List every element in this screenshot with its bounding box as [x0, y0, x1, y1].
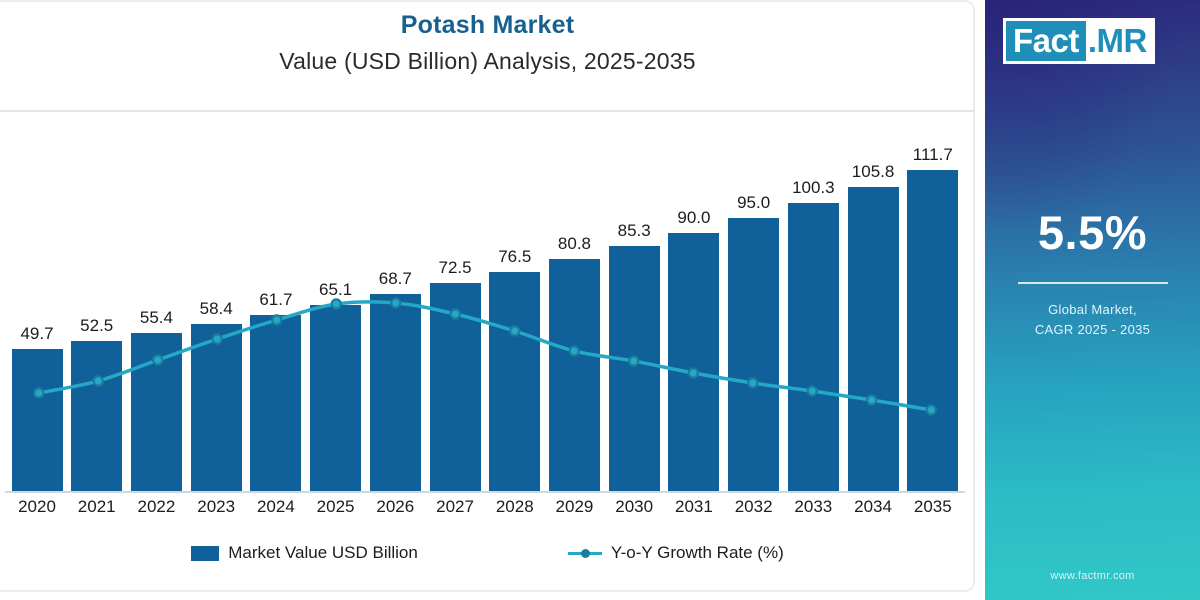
- bar[interactable]: [608, 246, 660, 493]
- bar-slot: 76.5: [487, 118, 543, 493]
- bar-value-label: 80.8: [557, 234, 592, 253]
- bar[interactable]: [548, 259, 600, 493]
- legend-item-market-value: Market Value USD Billion: [191, 543, 418, 563]
- factmr-logo: Fact .MR: [1003, 18, 1155, 64]
- bar-series: 49.7 52.5 55.4 58.4 61.7 65.1 68.7 72.5 76.5 80.8…: [5, 118, 965, 493]
- x-axis-line: [5, 491, 965, 493]
- bar[interactable]: [668, 233, 720, 493]
- bar[interactable]: [250, 315, 302, 493]
- page-title: Potash Market: [400, 11, 575, 39]
- bar-slot: 80.8: [546, 118, 602, 493]
- bar-value-label: 90.0: [677, 208, 711, 227]
- cagr-description-line2: CAGR 2025 - 2035: [1034, 322, 1151, 337]
- x-axis-tick: 2035: [913, 497, 952, 516]
- bar-value-label: 95.0: [737, 193, 771, 212]
- chart-header: Potash Market Value (USD Billion) Analys…: [0, 8, 975, 78]
- bar-slot: 90.0: [666, 118, 722, 493]
- legend-line-label: Y-o-Y Growth Rate (%): [610, 543, 784, 562]
- x-axis-tick: 2033: [794, 497, 833, 516]
- x-axis-tick: 2021: [77, 497, 116, 516]
- x-axis-tick: 2025: [316, 497, 355, 516]
- bar[interactable]: [11, 349, 63, 493]
- bar-slot: 65.1: [308, 118, 364, 493]
- bar-value-label: 105.8: [851, 162, 895, 181]
- brand-panel: Fact .MR 5.5% Global Market, CAGR 2025 -…: [985, 0, 1200, 600]
- bar-value-label: 72.5: [438, 258, 472, 277]
- chart-pane: Potash Market Value (USD Billion) Analys…: [0, 0, 975, 592]
- x-axis-tick: 2023: [197, 497, 236, 516]
- bar-slot: 111.7: [905, 118, 961, 493]
- x-axis-tick: 2031: [674, 497, 713, 516]
- bar-slot: 49.7: [9, 118, 65, 493]
- bar[interactable]: [130, 333, 182, 493]
- bar-value-label: 85.3: [617, 221, 651, 240]
- chart-legend: Market Value USD Billion Y-o-Y Growth Ra…: [0, 543, 975, 563]
- bar[interactable]: [787, 203, 839, 493]
- cagr-divider: [1017, 282, 1168, 284]
- x-axis-tick: 2024: [256, 497, 295, 516]
- bar[interactable]: [489, 272, 541, 493]
- x-axis-tick: 2028: [495, 497, 534, 516]
- bar-slot: 72.5: [427, 118, 483, 493]
- bar-slot: 68.7: [367, 118, 423, 493]
- x-axis-tick: 2020: [18, 497, 56, 516]
- bar-value-label: 76.5: [498, 247, 532, 266]
- bar-slot: 105.8: [845, 118, 901, 493]
- x-axis-tick: 2032: [734, 497, 773, 516]
- legend-item-growth-rate: Y-o-Y Growth Rate (%): [567, 543, 784, 563]
- header-divider: [0, 110, 975, 112]
- cagr-description: Global Market, CAGR 2025 - 2035: [985, 300, 1200, 340]
- x-axis-tick: 2029: [555, 497, 594, 516]
- bar-slot: 52.5: [69, 118, 125, 493]
- legend-bar-swatch-icon: [191, 545, 220, 561]
- bar[interactable]: [429, 283, 481, 493]
- legend-line-marker-icon: [567, 546, 602, 560]
- bar[interactable]: [369, 294, 421, 493]
- bar-slot: 95.0: [726, 118, 782, 493]
- bar[interactable]: [728, 218, 780, 493]
- cagr-value: 5.5%: [1037, 206, 1148, 259]
- bar[interactable]: [71, 341, 123, 493]
- bar-slot: 85.3: [606, 118, 662, 493]
- bar-slot: 61.7: [248, 118, 304, 493]
- cagr-callout: 5.5% Global Market, CAGR 2025 - 2035: [985, 205, 1200, 340]
- bar[interactable]: [847, 187, 899, 493]
- x-axis-tick: 2026: [376, 497, 415, 516]
- cagr-description-line1: Global Market,: [1048, 302, 1137, 317]
- x-axis-tick: 2034: [854, 497, 892, 516]
- brand-url: www.factmr.com: [1050, 570, 1135, 582]
- plot-inner: 49.7 52.5 55.4 58.4 61.7 65.1 68.7 72.5 76.5 80.8…: [5, 118, 965, 493]
- x-axis-tick: 2030: [615, 497, 654, 516]
- bar[interactable]: [907, 170, 959, 493]
- x-axis-tick-labels: 2020 2021 2022 2023 2024 2025 2026 2027 2028 2029…: [5, 497, 965, 517]
- bar[interactable]: [310, 305, 362, 493]
- logo-text-fact: Fact: [1006, 21, 1086, 61]
- chart-subtitle: Value (USD Billion) Analysis, 2025-2035: [279, 48, 696, 74]
- legend-bar-label: Market Value USD Billion: [228, 543, 418, 562]
- bar-value-label: 111.7: [912, 145, 953, 164]
- x-axis-tick: 2027: [436, 497, 474, 516]
- x-axis-tick: 2022: [137, 497, 176, 516]
- bar-value-label: 65.1: [319, 280, 353, 299]
- plot-area: 49.7 52.5 55.4 58.4 61.7 65.1 68.7 72.5 76.5 80.8…: [0, 118, 975, 493]
- bar-value-label: 100.3: [792, 178, 835, 197]
- bar[interactable]: [190, 324, 242, 493]
- logo-text-mr: .MR: [1085, 21, 1152, 61]
- bar-value-label: 68.7: [378, 269, 412, 288]
